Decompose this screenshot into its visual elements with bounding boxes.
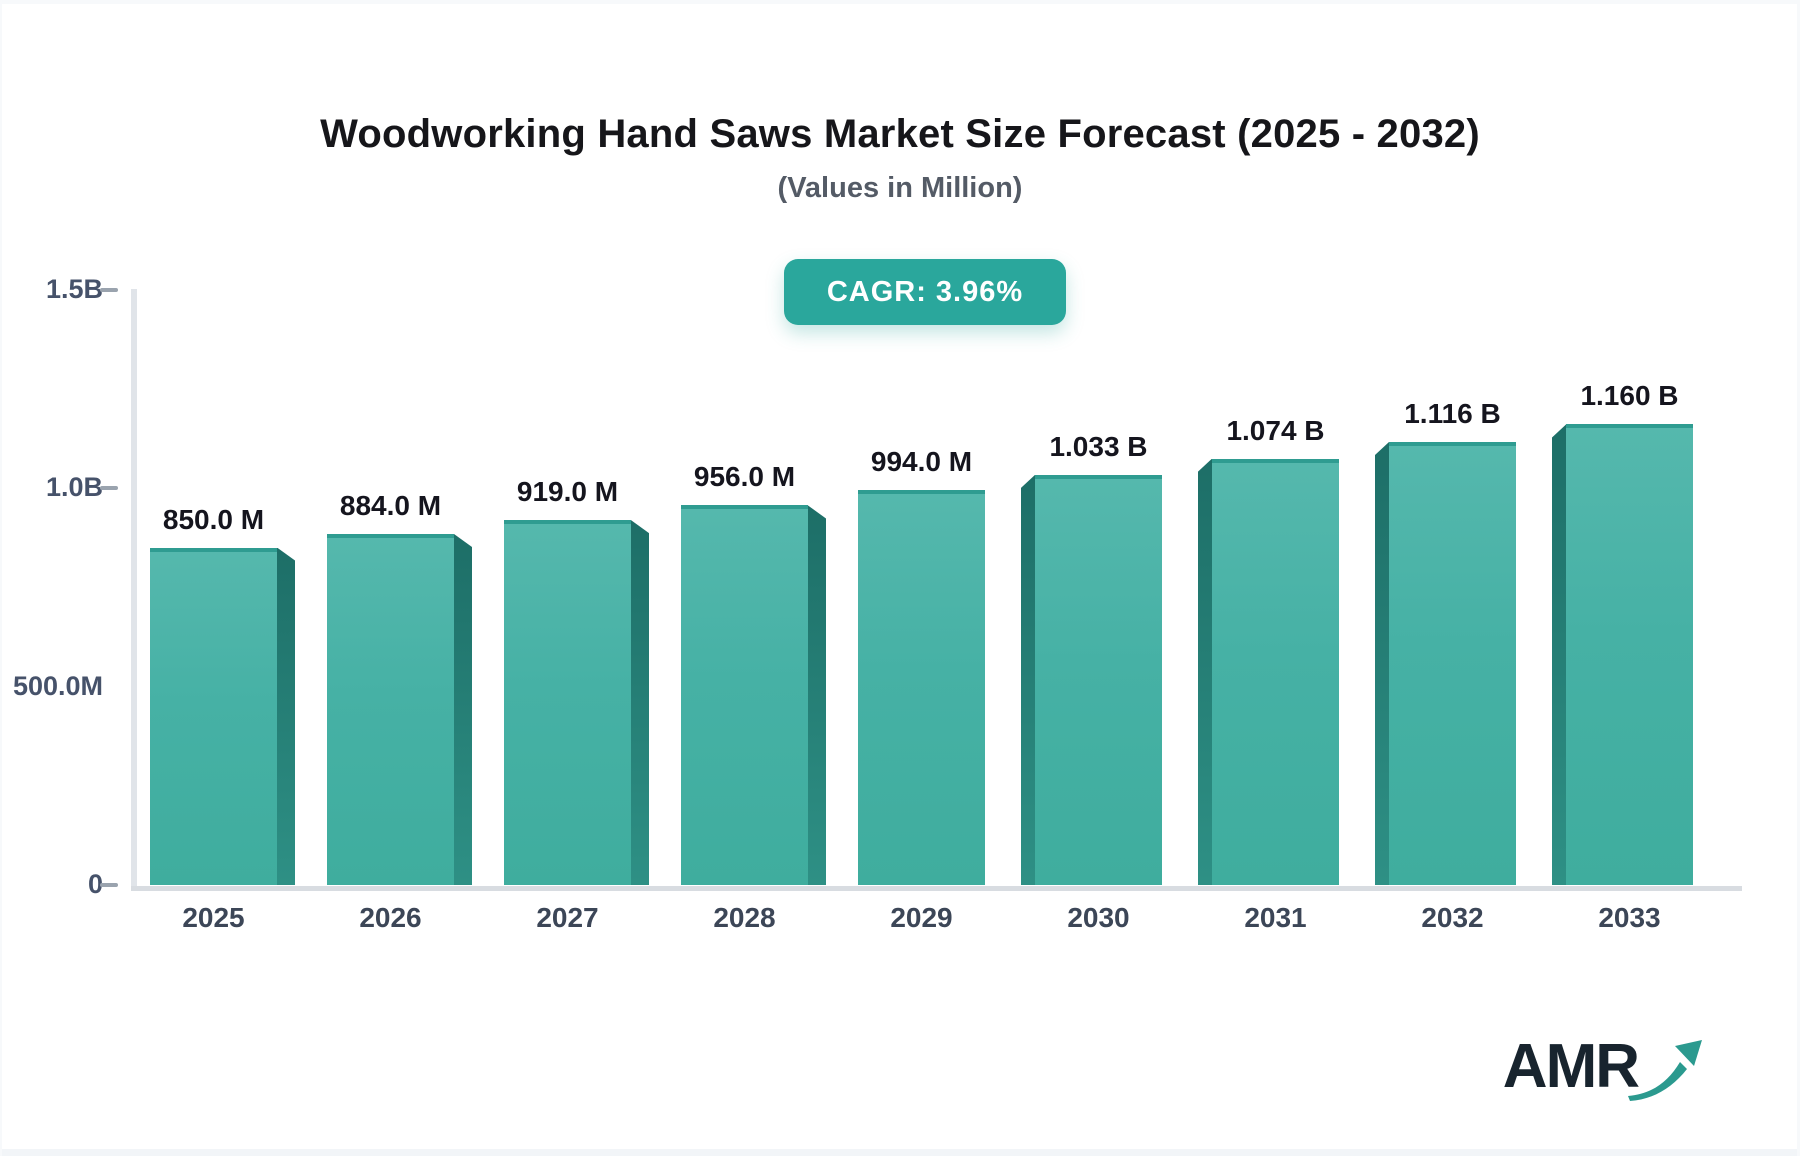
bar-value-label: 919.0 M [516, 476, 619, 508]
bar-value-label: 884.0 M [339, 490, 442, 522]
y-axis-tick-mark [100, 883, 118, 887]
y-axis-tick-label: 500.0M [12, 670, 103, 701]
y-axis-line [131, 289, 137, 889]
bar-side-face [277, 547, 295, 885]
y-axis-tick-mark [100, 287, 118, 292]
x-axis-label-2028: 2028 [713, 902, 776, 933]
y-axis-tick-label: 1.0B [45, 472, 103, 502]
bar-2033 [1566, 424, 1693, 885]
x-axis-label-2032: 2032 [1421, 902, 1484, 933]
bar-2030 [1035, 474, 1162, 885]
page-frame-bottom [0, 1149, 1800, 1156]
trend-up-arrow-icon [1628, 1040, 1702, 1101]
x-axis-label-2029: 2029 [890, 902, 953, 933]
page-frame-left [0, 0, 2, 1156]
bar-2026 [327, 534, 454, 885]
y-axis-tick-label: 0 [87, 869, 103, 899]
bar-value-label: 1.116 B [1404, 397, 1501, 429]
bar-2029 [858, 490, 985, 885]
x-axis-label-2025: 2025 [182, 902, 245, 933]
x-axis-label-2030: 2030 [1067, 902, 1130, 933]
y-axis-tick-label: 1.5B [45, 273, 103, 304]
y-axis-tick-mark [100, 486, 118, 490]
bar-2027 [504, 520, 631, 885]
bar-value-label: 850.0 M [162, 503, 265, 535]
bar-value-label: 956.0 M [693, 461, 796, 493]
bar-2031 [1212, 458, 1339, 885]
x-axis-label-2031: 2031 [1244, 902, 1307, 933]
cagr-badge-label: CAGR: 3.96% [826, 275, 1024, 308]
bar-value-label: 994.0 M [870, 446, 973, 478]
bar-2032 [1389, 441, 1516, 885]
chart-title: Woodworking Hand Saws Market Size Foreca… [320, 112, 1480, 156]
bar-side-face [1375, 441, 1389, 885]
page-frame-top [0, 0, 1800, 4]
amr-logo: AMR [1503, 1036, 1704, 1104]
bar-value-label: 1.160 B [1580, 380, 1679, 412]
bar-value-label: 1.074 B [1226, 414, 1325, 446]
bar-side-face [1198, 458, 1212, 885]
x-axis-label-2033: 2033 [1598, 902, 1661, 933]
cagr-badge: CAGR: 3.96% [784, 259, 1066, 325]
bar-side-face [631, 520, 649, 885]
x-axis-label-2026: 2026 [359, 902, 422, 933]
page-frame-right [1797, 0, 1800, 1156]
bar-2025 [150, 547, 277, 885]
x-axis-line [131, 886, 1742, 891]
bar-value-label: 1.033 B [1049, 430, 1148, 462]
bar-2028 [681, 505, 808, 885]
amr-logo-text: AMR [1502, 1032, 1640, 1101]
x-axis-label-2027: 2027 [536, 902, 599, 933]
chart-subtitle: (Values in Million) [777, 172, 1023, 204]
bar-side-face [1552, 424, 1566, 885]
bar-side-face [1021, 474, 1035, 885]
bar-side-face [808, 505, 826, 885]
bar-side-face [454, 534, 472, 885]
